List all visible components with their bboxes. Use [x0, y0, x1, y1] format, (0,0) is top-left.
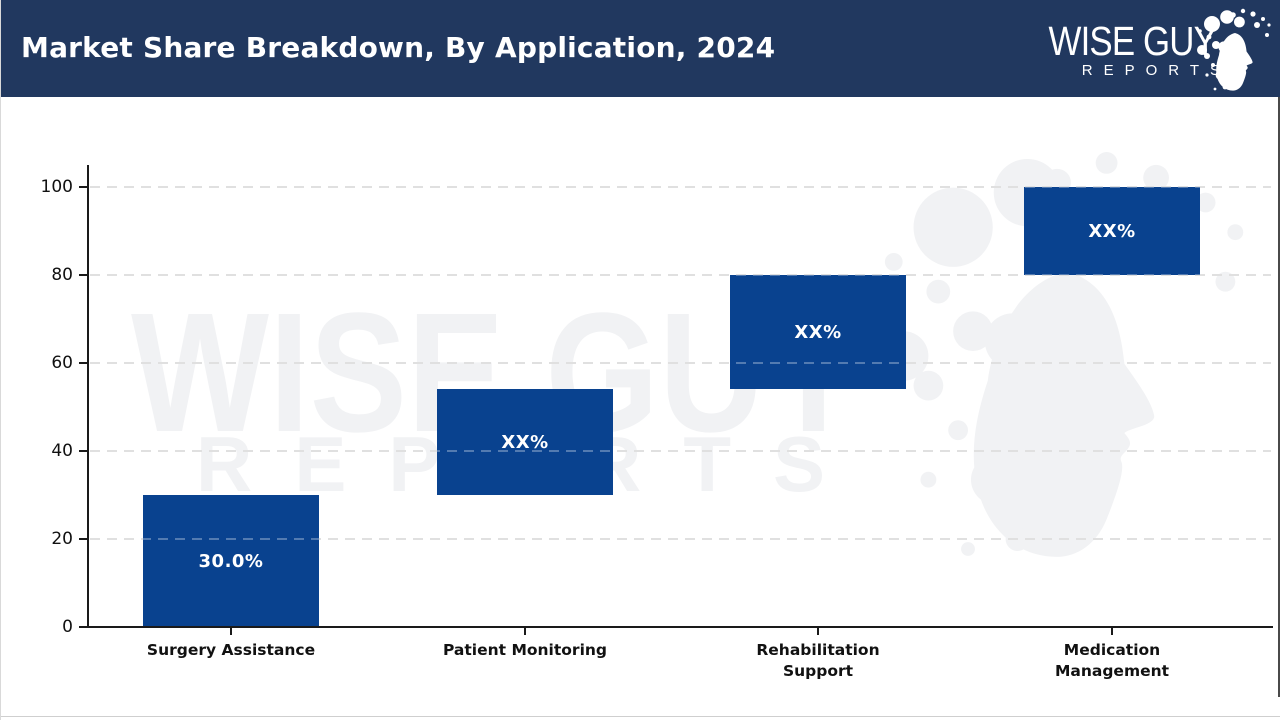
y-tick-mark: [79, 274, 87, 276]
y-tick-mark: [79, 538, 87, 540]
gridline: [90, 362, 1271, 364]
logo-reports-text: REPORTS: [1081, 62, 1231, 79]
right-edge-line: [1278, 97, 1280, 697]
y-tick-label: 0: [62, 617, 73, 637]
gridline-overlay: [90, 362, 1271, 364]
x-category-label: Rehabilitation Support: [756, 641, 880, 680]
gridline-overlay: [90, 450, 1271, 452]
gridline: [90, 186, 1271, 188]
wiseguy-logo: WISE GUY REPORTS: [971, 0, 1280, 97]
y-tick-label: 100: [40, 177, 73, 197]
bar-segment: XX%: [437, 389, 613, 495]
logo-wise-guy-text: WISE GUY: [1048, 18, 1217, 64]
gridline-overlay: [90, 274, 1271, 276]
page-title: Market Share Breakdown, By Application, …: [21, 31, 776, 64]
x-category-label: Surgery Assistance: [146, 641, 316, 659]
y-tick-label: 80: [51, 265, 73, 285]
x-tick-mark: [524, 628, 526, 635]
x-axis-spine: [87, 626, 1273, 628]
y-tick-mark: [79, 186, 87, 188]
bar-value-label: XX%: [501, 431, 549, 453]
gridline: [90, 450, 1271, 452]
y-axis-spine: [87, 165, 89, 628]
bar-value-label: 30.0%: [198, 550, 264, 572]
bar-segment: XX%: [730, 275, 906, 390]
x-tick-mark: [230, 628, 232, 635]
x-category-label: Patient Monitoring: [442, 641, 608, 659]
logo-head-icon: [1197, 8, 1271, 91]
x-tick-mark: [1111, 628, 1113, 635]
y-tick-mark: [79, 626, 87, 628]
bottom-rule: [1, 716, 1280, 717]
header-bar: Market Share Breakdown, By Application, …: [1, 0, 1280, 97]
y-tick-label: 60: [51, 353, 73, 373]
gridline-overlay: [90, 186, 1271, 188]
bar-value-label: XX%: [794, 321, 842, 343]
x-tick-mark: [817, 628, 819, 635]
gridline: [90, 274, 1271, 276]
bar-value-label: XX%: [1088, 220, 1136, 242]
bar-segment: 30.0%: [143, 495, 319, 627]
y-tick-mark: [79, 362, 87, 364]
gridline-overlay: [90, 538, 1271, 540]
y-tick-label: 40: [51, 441, 73, 461]
gridline: [90, 538, 1271, 540]
bar-segment: XX%: [1024, 187, 1200, 275]
x-category-label: Medication Management: [1054, 641, 1170, 680]
y-tick-mark: [79, 450, 87, 452]
y-tick-label: 20: [51, 529, 73, 549]
